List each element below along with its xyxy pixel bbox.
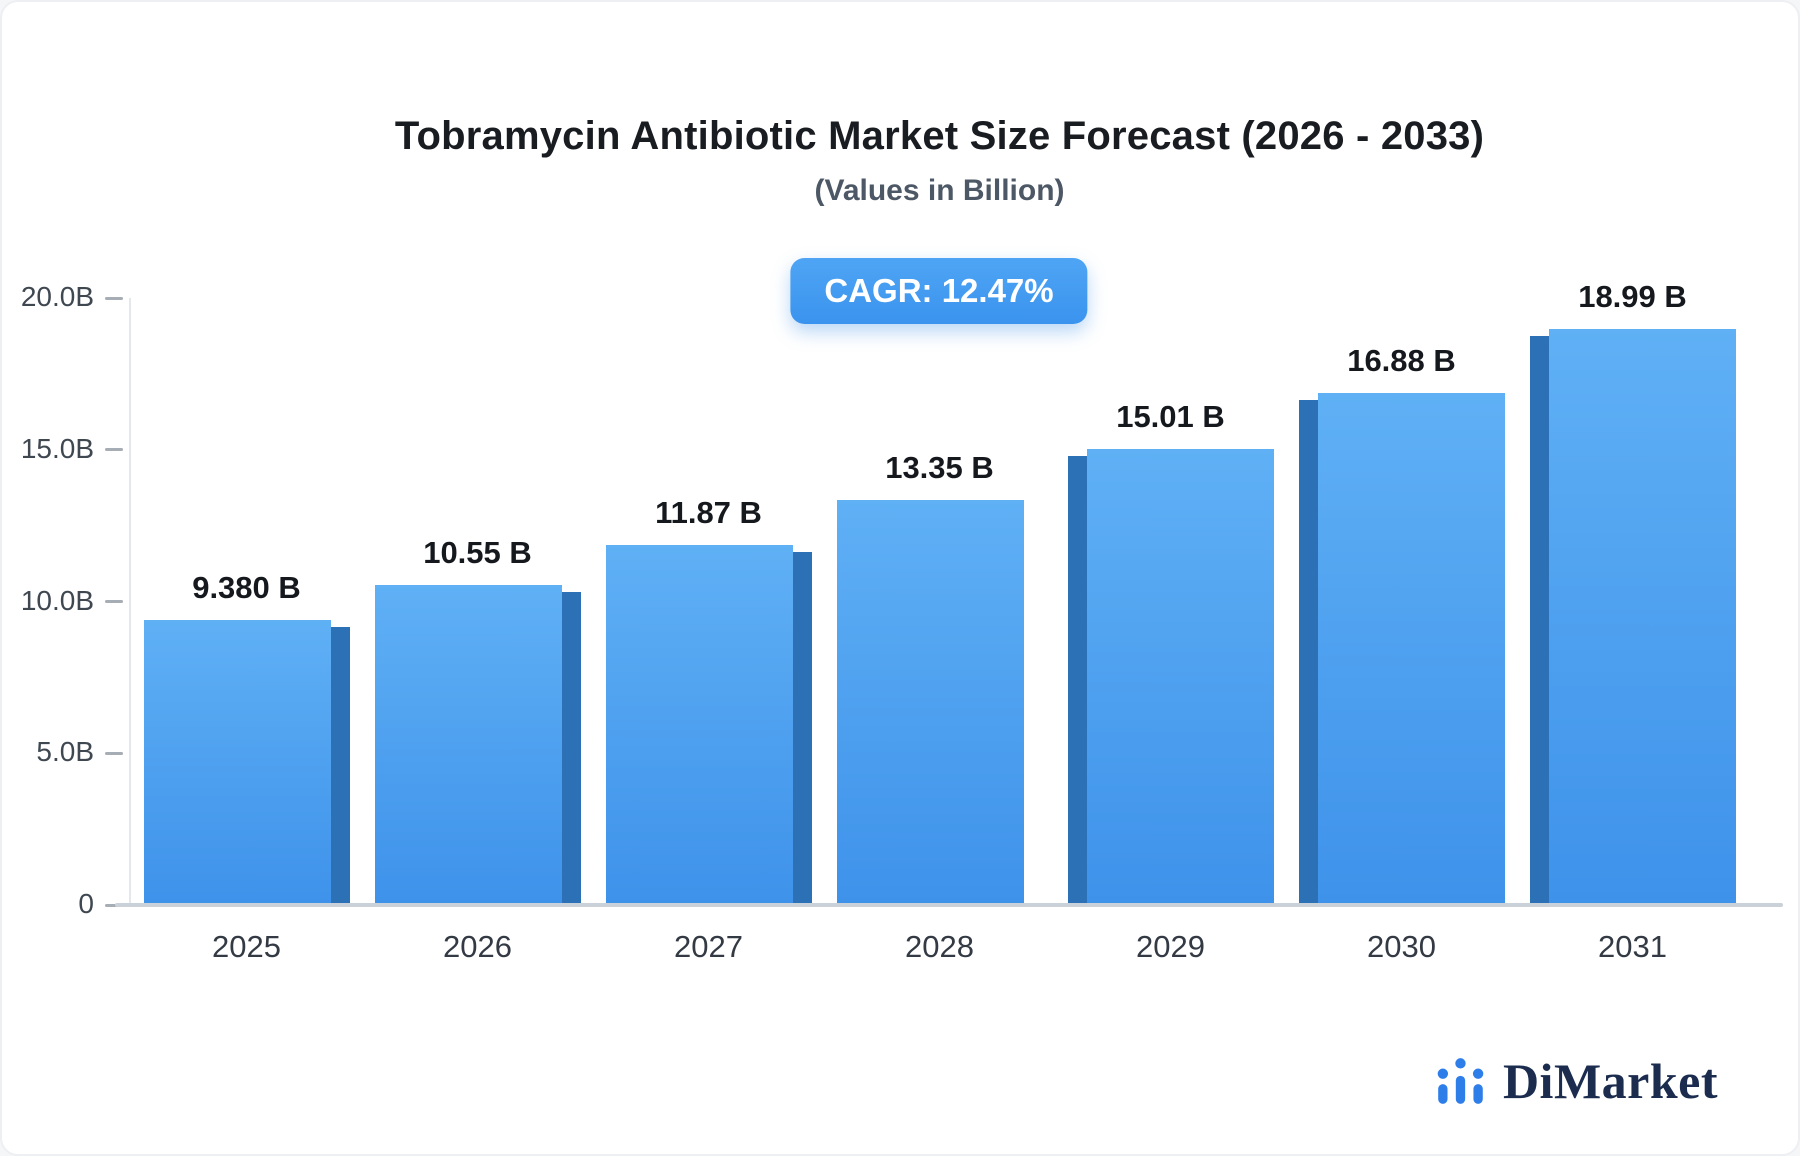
bar-chart-logo-icon	[1437, 1058, 1484, 1104]
brand-logo: DiMarket	[1433, 1052, 1718, 1110]
x-axis-line	[115, 903, 1783, 907]
bar-side	[1529, 335, 1549, 905]
y-axis-label: 0	[78, 888, 94, 919]
y-axis-tick	[105, 903, 123, 907]
x-axis-label: 2027	[674, 929, 743, 964]
y-axis-tick	[105, 751, 123, 755]
cagr-badge: CAGR: 12.47%	[790, 258, 1088, 324]
bar-value-label: 13.35 B	[885, 449, 994, 485]
y-axis-line	[129, 298, 131, 905]
chart-subtitle: (Values in Billion)	[814, 174, 1065, 207]
y-axis-label: 5.0B	[36, 736, 94, 768]
x-axis-label: 2030	[1367, 929, 1436, 964]
x-axis-label: 2026	[443, 929, 512, 964]
bar	[836, 499, 1024, 905]
x-axis-label: 2025	[212, 929, 281, 964]
brand-name: DiMarket	[1502, 1053, 1718, 1109]
bar	[1086, 449, 1274, 905]
bar-side	[1298, 399, 1318, 905]
bar-side	[792, 551, 812, 905]
bar	[1317, 392, 1505, 905]
bar-value-label: 9.380 B	[192, 570, 301, 606]
bar-value-label: 15.01 B	[1116, 399, 1225, 435]
bar-value-label: 11.87 B	[655, 494, 762, 530]
x-axis-label: 2028	[905, 929, 974, 964]
plot-area: 0 5.0B 10.0B 15.0B 20.0B 9.380 B 2025 10.55 B 20…	[2, 279, 1798, 1018]
bar-value-label: 16.88 B	[1347, 342, 1456, 378]
y-axis-tick	[105, 448, 123, 452]
bar-value-label: 18.99 B	[1578, 278, 1687, 314]
y-axis-label: 15.0B	[20, 432, 94, 464]
bar-side	[561, 591, 581, 905]
y-axis-label: 20.0B	[20, 281, 94, 312]
bar	[374, 584, 562, 905]
bar-side	[330, 627, 350, 905]
bar-value-label: 10.55 B	[423, 534, 532, 570]
bar	[1548, 328, 1736, 905]
bar	[143, 620, 331, 905]
x-axis-label: 2029	[1136, 929, 1205, 964]
bar	[605, 544, 793, 905]
y-axis-tick	[105, 600, 123, 603]
y-axis-label: 10.0B	[20, 584, 94, 616]
x-axis-label: 2031	[1598, 929, 1667, 964]
y-axis-tick	[105, 296, 123, 300]
bar-side	[1067, 456, 1087, 905]
chart-title: Tobramycin Antibiotic Market Size Foreca…	[394, 114, 1485, 158]
